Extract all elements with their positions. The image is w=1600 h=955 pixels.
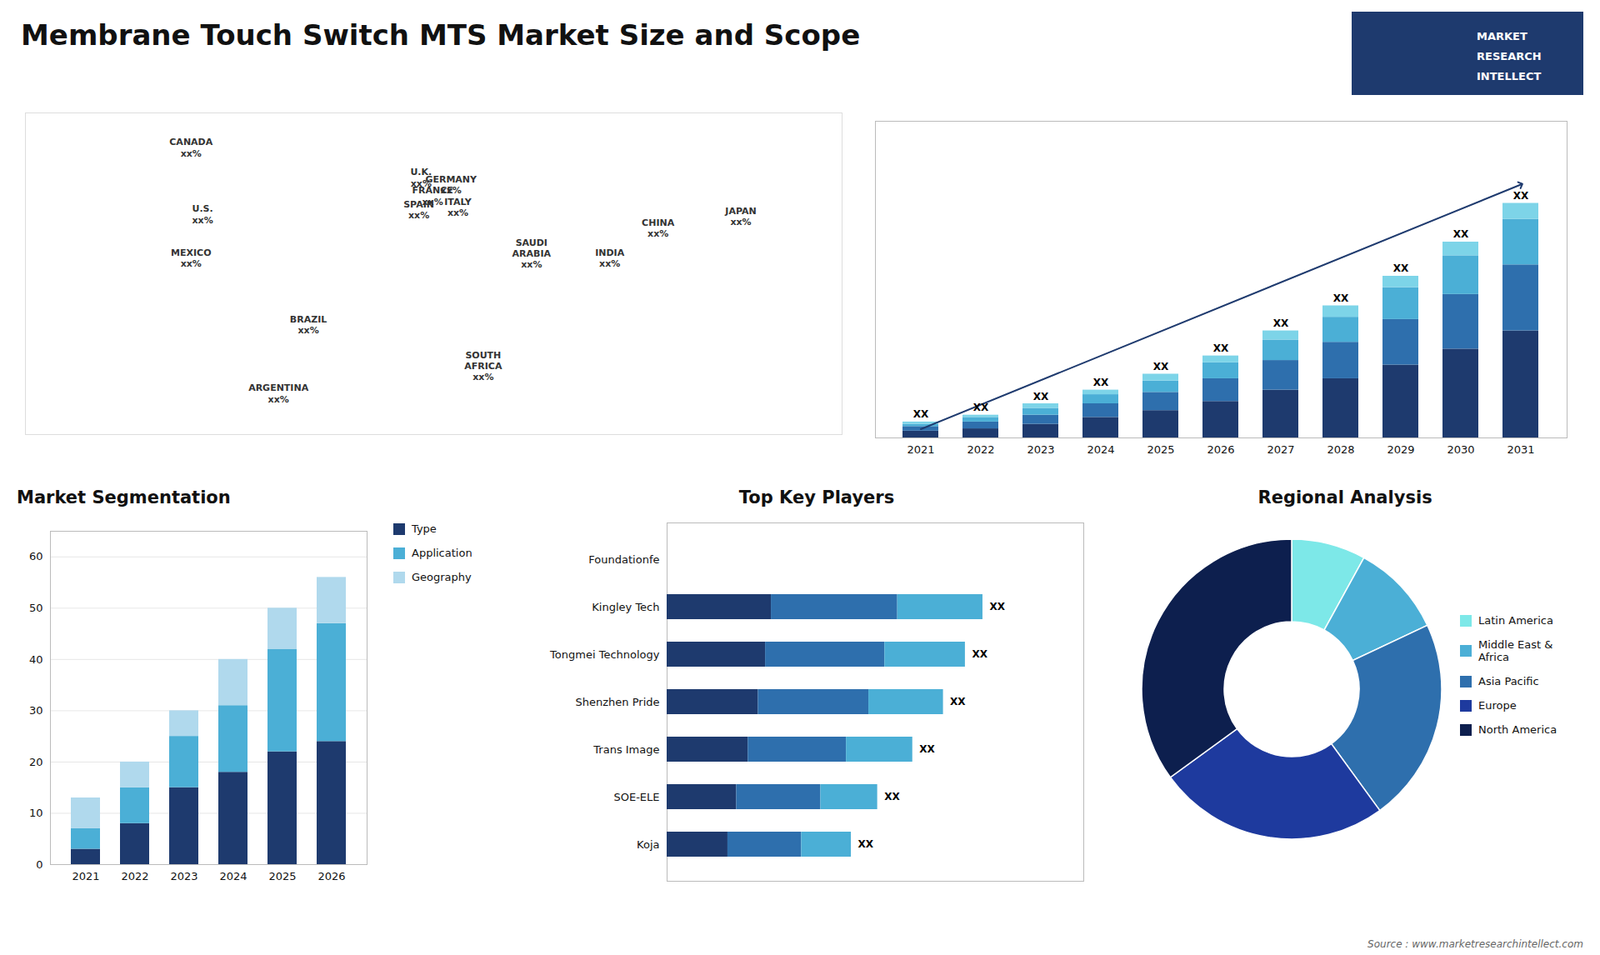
svg-text:XX: XX — [1393, 262, 1410, 275]
svg-text:2022: 2022 — [120, 870, 149, 883]
svg-text:XX: XX — [950, 695, 966, 708]
svg-text:SOE-ELE: SOE-ELE — [613, 790, 660, 804]
svg-text:GERMANYxx%: GERMANYxx% — [425, 174, 478, 196]
svg-text:Foundationfe: Foundationfe — [588, 553, 660, 566]
svg-text:40: 40 — [29, 653, 44, 666]
svg-text:ITALYxx%: ITALYxx% — [444, 196, 473, 219]
svg-text:0: 0 — [35, 858, 43, 871]
svg-text:2021: 2021 — [906, 443, 935, 456]
svg-text:2022: 2022 — [966, 443, 995, 456]
svg-text:XX: XX — [989, 600, 1005, 613]
svg-text:XX: XX — [1153, 360, 1170, 373]
svg-text:Kingley Tech: Kingley Tech — [591, 600, 660, 614]
svg-text:ARGENTINAxx%: ARGENTINAxx% — [248, 382, 310, 405]
svg-text:U.S.xx%: U.S.xx% — [191, 203, 213, 225]
svg-text:XX: XX — [884, 790, 900, 803]
svg-text:2023: 2023 — [170, 870, 198, 883]
svg-text:2027: 2027 — [1266, 443, 1295, 456]
svg-text:SAUDIARABIAxx%: SAUDIARABIAxx% — [512, 237, 552, 270]
svg-text:2028: 2028 — [1326, 443, 1355, 456]
svg-text:60: 60 — [29, 550, 44, 563]
svg-text:XX: XX — [1453, 228, 1470, 240]
svg-text:SOUTHAFRICAxx%: SOUTHAFRICAxx% — [464, 350, 503, 383]
svg-text:XX: XX — [1093, 376, 1110, 389]
svg-text:Trans Image: Trans Image — [592, 743, 660, 756]
svg-text:2025: 2025 — [1146, 443, 1175, 456]
svg-text:XX: XX — [1333, 292, 1350, 305]
svg-text:Tongmei Technology: Tongmei Technology — [549, 648, 660, 661]
svg-text:XX: XX — [919, 743, 935, 755]
svg-text:MEXICOxx%: MEXICOxx% — [170, 247, 211, 270]
svg-text:2024: 2024 — [219, 870, 247, 883]
svg-text:2023: 2023 — [1026, 443, 1055, 456]
svg-text:2031: 2031 — [1506, 443, 1535, 456]
svg-text:SPAINxx%: SPAINxx% — [403, 199, 435, 221]
svg-text:CHINAxx%: CHINAxx% — [641, 217, 675, 240]
svg-text:2024: 2024 — [1086, 443, 1115, 456]
svg-text:XX: XX — [973, 401, 990, 414]
svg-text:JAPANxx%: JAPANxx% — [724, 205, 756, 228]
svg-text:2030: 2030 — [1446, 443, 1475, 456]
svg-text:XX: XX — [913, 408, 930, 420]
svg-text:2026: 2026 — [1206, 443, 1235, 456]
svg-text:2025: 2025 — [268, 870, 296, 883]
svg-text:INDIAxx%: INDIAxx% — [595, 247, 625, 270]
svg-text:10: 10 — [29, 806, 44, 820]
svg-text:XX: XX — [1213, 342, 1230, 355]
svg-text:50: 50 — [29, 601, 44, 615]
svg-text:20: 20 — [29, 755, 44, 769]
svg-text:CANADAxx%: CANADAxx% — [169, 136, 213, 159]
svg-text:BRAZILxx%: BRAZILxx% — [290, 314, 327, 336]
svg-text:XX: XX — [971, 648, 988, 660]
svg-text:XX: XX — [1273, 317, 1290, 330]
svg-text:2029: 2029 — [1386, 443, 1415, 456]
svg-text:XX: XX — [1513, 190, 1530, 202]
svg-text:XX: XX — [1033, 390, 1050, 403]
svg-text:Shenzhen Pride: Shenzhen Pride — [575, 695, 660, 709]
svg-text:Koja: Koja — [636, 838, 660, 851]
svg-text:30: 30 — [29, 704, 44, 717]
svg-text:XX: XX — [858, 838, 875, 850]
svg-text:2021: 2021 — [71, 870, 100, 883]
svg-text:2026: 2026 — [317, 870, 345, 883]
